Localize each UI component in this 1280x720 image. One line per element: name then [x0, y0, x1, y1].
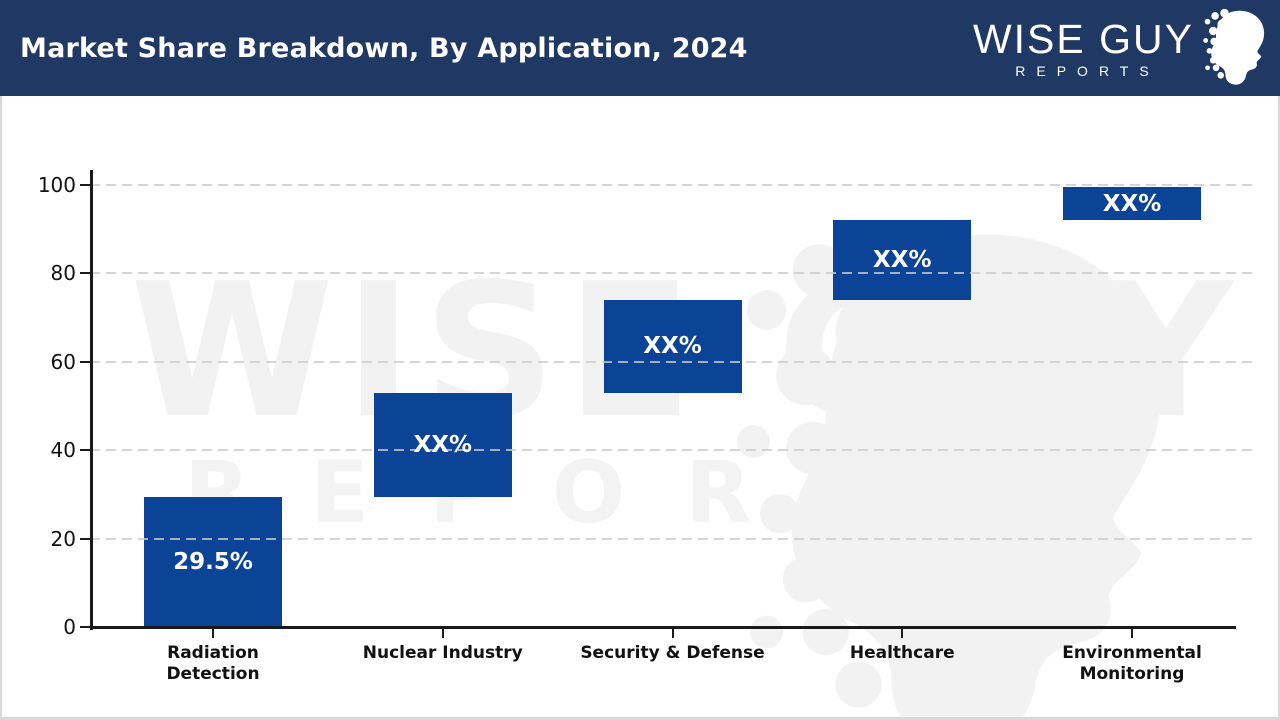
x-tick-mark	[441, 629, 444, 638]
report-header: Market Share Breakdown, By Application, …	[0, 0, 1280, 96]
y-axis-line	[90, 170, 93, 630]
y-tick-mark	[80, 360, 90, 363]
y-tick-mark	[80, 449, 90, 452]
y-gridline	[90, 537, 1258, 540]
bar-value-label: 29.5%	[173, 548, 253, 575]
bar	[833, 220, 972, 300]
bar	[373, 392, 512, 497]
bar	[144, 496, 282, 627]
x-tick-mark	[671, 629, 674, 638]
x-tick-mark	[1131, 629, 1133, 638]
x-tick-mark	[901, 629, 904, 638]
y-tick-mark	[80, 537, 90, 540]
x-category-label: Radiation Detection	[166, 643, 260, 684]
x-tick-mark	[212, 629, 214, 638]
bar	[1063, 187, 1201, 221]
y-tick-mark	[80, 184, 90, 186]
y-tick-mark	[80, 272, 90, 275]
y-gridline	[90, 449, 1258, 452]
y-tick-label: 80	[50, 261, 76, 286]
logo-wordmark: WISE GUY REPORTS	[973, 18, 1194, 79]
logo-wiseguy-text: WISE GUY	[972, 15, 1194, 62]
bar	[603, 299, 742, 393]
y-tick-label: 100	[37, 173, 76, 197]
logo-reports-text: REPORTS	[1015, 62, 1160, 79]
y-gridline	[90, 360, 1258, 363]
bar-value-label: XX%	[413, 431, 472, 458]
brand-logo: WISE GUY REPORTS	[973, 7, 1266, 89]
y-tick-label: 60	[50, 349, 76, 374]
x-category-label: Nuclear Industry	[362, 643, 523, 663]
y-tick-label: 20	[50, 526, 76, 551]
x-category-label: Security & Defense	[580, 643, 765, 663]
chart-area: WISE GUY REPORTS 02040608010029.5%Radiat…	[0, 96, 1280, 720]
x-category-label: Environmental Monitoring	[1062, 643, 1202, 684]
page-title: Market Share Breakdown, By Application, …	[20, 32, 748, 64]
y-tick-label: 40	[50, 438, 76, 463]
y-tick-label: 0	[63, 615, 76, 639]
face-profile-icon	[1203, 8, 1265, 85]
y-tick-mark	[80, 626, 90, 628]
y-gridline	[90, 184, 1258, 186]
bar-value-label: XX%	[643, 333, 702, 360]
y-gridline	[90, 272, 1258, 275]
bar-value-label: XX%	[1102, 190, 1162, 217]
bar-value-label: XX%	[872, 247, 932, 274]
x-axis-line	[90, 626, 1236, 629]
x-category-label: Healthcare	[849, 643, 955, 663]
